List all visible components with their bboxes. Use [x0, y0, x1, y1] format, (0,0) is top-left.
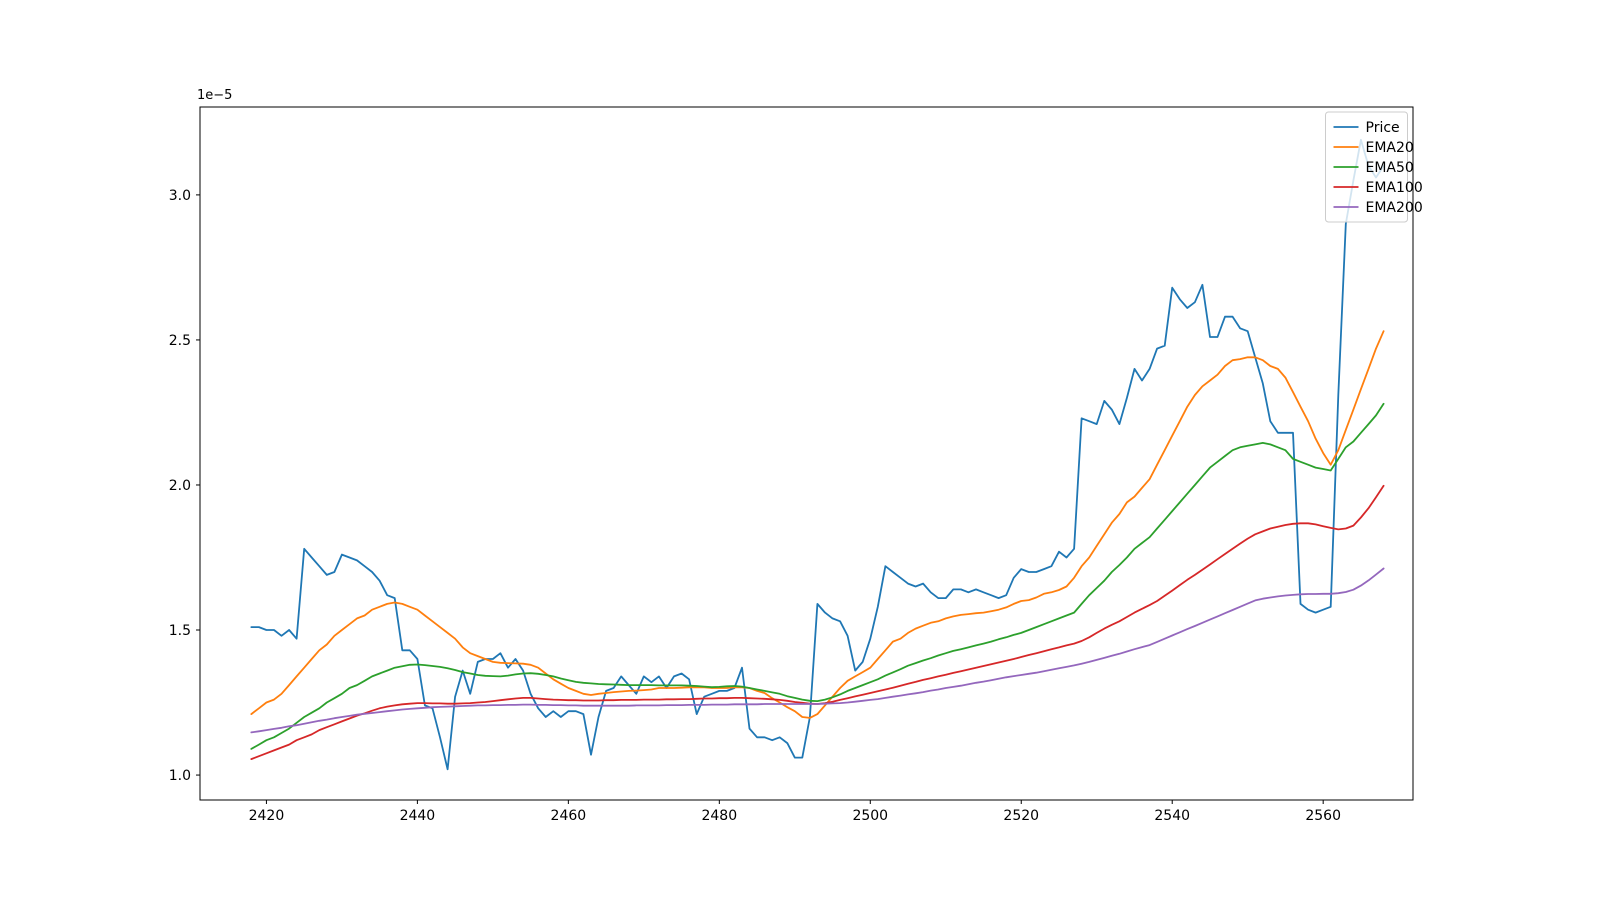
- legend-label-ema20: EMA20: [1366, 140, 1414, 156]
- x-axis-tick-label: 2480: [701, 808, 737, 824]
- x-axis-tick-label: 2420: [249, 808, 285, 824]
- series-line-ema200: [250, 567, 1385, 734]
- legend-label-ema50: EMA50: [1366, 160, 1414, 176]
- axes-frame: [199, 106, 1414, 801]
- x-axis-tick-label: 2560: [1305, 808, 1341, 824]
- x-axis-tick-label: 2500: [852, 808, 888, 824]
- legend-box: [1325, 111, 1408, 223]
- legend-label-ema100: EMA100: [1366, 180, 1423, 196]
- series-line-ema20: [250, 330, 1385, 719]
- y-axis-tick-label: 1.5: [169, 623, 191, 639]
- x-axis-tick-label: 2520: [1003, 808, 1039, 824]
- x-axis-tick-label: 2440: [400, 808, 436, 824]
- y-axis-tick-label: 1.0: [169, 768, 191, 784]
- x-axis-tick-label: 2540: [1154, 808, 1190, 824]
- series-line-ema50: [250, 402, 1385, 750]
- series-line-price: [250, 138, 1385, 771]
- legend-label-price: Price: [1366, 120, 1400, 136]
- x-axis-tick-label: 2460: [551, 808, 587, 824]
- y-axis-offset-label: 1e−5: [197, 88, 232, 103]
- y-axis-tick-label: 3.0: [169, 188, 191, 204]
- y-axis-tick-label: 2.5: [169, 333, 191, 349]
- y-axis-tick-label: 2.0: [169, 478, 191, 494]
- legend-label-ema200: EMA200: [1366, 200, 1423, 216]
